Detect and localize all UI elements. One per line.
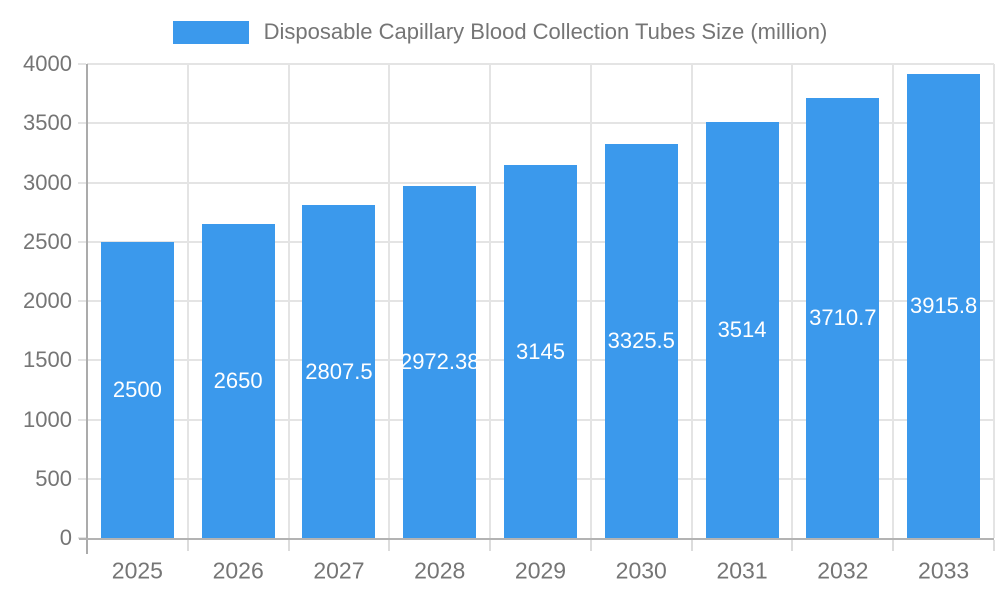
plot-area: 0 500 1000 1500 2000 2500 3000 3500 4000 2500 2025… — [23, 51, 995, 584]
y-tick-mark — [78, 359, 86, 362]
x-axis-tick-label: 2026 — [212, 557, 264, 584]
x-gridline — [791, 64, 794, 538]
x-tick-mark — [892, 540, 895, 551]
bar-value-label: 3145 — [516, 338, 565, 364]
bar-value-label: 3325.5 — [607, 327, 675, 353]
x-tick-mark — [589, 540, 592, 551]
y-tick-mark — [78, 122, 86, 125]
y-axis-tick-label: 3000 — [23, 169, 72, 195]
legend-swatch — [172, 20, 249, 44]
x-gridline — [993, 64, 995, 538]
y-tick-mark — [78, 240, 86, 243]
bar[interactable] — [302, 205, 376, 538]
y-tick-mark — [78, 477, 86, 480]
x-tick-mark — [993, 540, 995, 551]
y-axis-tick-label: 0 — [59, 525, 72, 550]
bar[interactable] — [604, 143, 678, 538]
x-axis-tick-label: 2031 — [716, 557, 768, 584]
bar-value-label: 3514 — [717, 316, 767, 342]
x-axis-tick-label: 2030 — [615, 557, 667, 584]
y-axis-tick-label: 2500 — [23, 228, 72, 254]
x-axis-tick-label: 2028 — [414, 557, 466, 584]
x-gridline — [287, 64, 290, 538]
y-axis-tick-label: 2000 — [23, 288, 72, 313]
x-tick-mark — [388, 540, 391, 551]
bar-value-label: 2650 — [213, 367, 263, 393]
y-axis-tick-label: 1000 — [23, 406, 72, 432]
legend-item[interactable]: Disposable Capillary Blood Collection Tu… — [172, 19, 828, 45]
x-gridline — [186, 64, 189, 538]
x-axis-tick-label: 2032 — [817, 557, 869, 584]
x-tick-mark — [690, 540, 693, 551]
x-tick-mark — [186, 540, 189, 551]
bar[interactable] — [504, 165, 577, 538]
bar[interactable] — [403, 185, 477, 538]
x-tick-mark — [489, 540, 492, 551]
bar[interactable] — [907, 73, 981, 538]
x-axis-tick-label: 2029 — [514, 557, 567, 584]
bar-value-label: 2972.38 — [399, 348, 480, 374]
y-axis-line — [86, 64, 88, 553]
x-axis-line — [79, 538, 994, 540]
x-tick-mark — [287, 540, 290, 551]
x-axis-tick-label: 2033 — [918, 557, 970, 584]
y-axis-tick-label: 3500 — [23, 110, 72, 136]
y-axis-tick-label: 500 — [35, 465, 72, 491]
x-axis-tick-label: 2025 — [111, 557, 163, 584]
x-gridline — [589, 64, 592, 538]
bar[interactable] — [100, 241, 174, 538]
y-tick-mark — [78, 418, 86, 421]
x-axis-tick-label: 2027 — [313, 557, 365, 584]
bar[interactable] — [201, 223, 275, 538]
y-gridline — [87, 63, 994, 65]
y-axis-tick-label: 4000 — [23, 51, 72, 76]
legend-label: Disposable Capillary Blood Collection Tu… — [263, 19, 828, 44]
y-axis-tick-label: 1500 — [23, 347, 72, 373]
x-gridline — [388, 64, 391, 538]
bar-value-label: 2500 — [112, 376, 162, 402]
x-gridline — [690, 64, 693, 538]
bar-value-label: 2807.5 — [305, 358, 373, 384]
y-tick-mark — [78, 181, 86, 184]
y-gridline — [87, 122, 994, 125]
bar-value-label: 3915.8 — [909, 292, 978, 318]
bar[interactable] — [806, 98, 880, 538]
x-gridline — [892, 64, 895, 538]
y-tick-mark — [78, 63, 86, 65]
legend: Disposable Capillary Blood Collection Tu… — [0, 19, 1000, 45]
bar[interactable] — [705, 121, 779, 538]
bar-value-label: 3710.7 — [809, 305, 877, 331]
x-tick-mark — [791, 540, 794, 551]
y-tick-mark — [78, 300, 86, 302]
x-gridline — [489, 64, 492, 538]
